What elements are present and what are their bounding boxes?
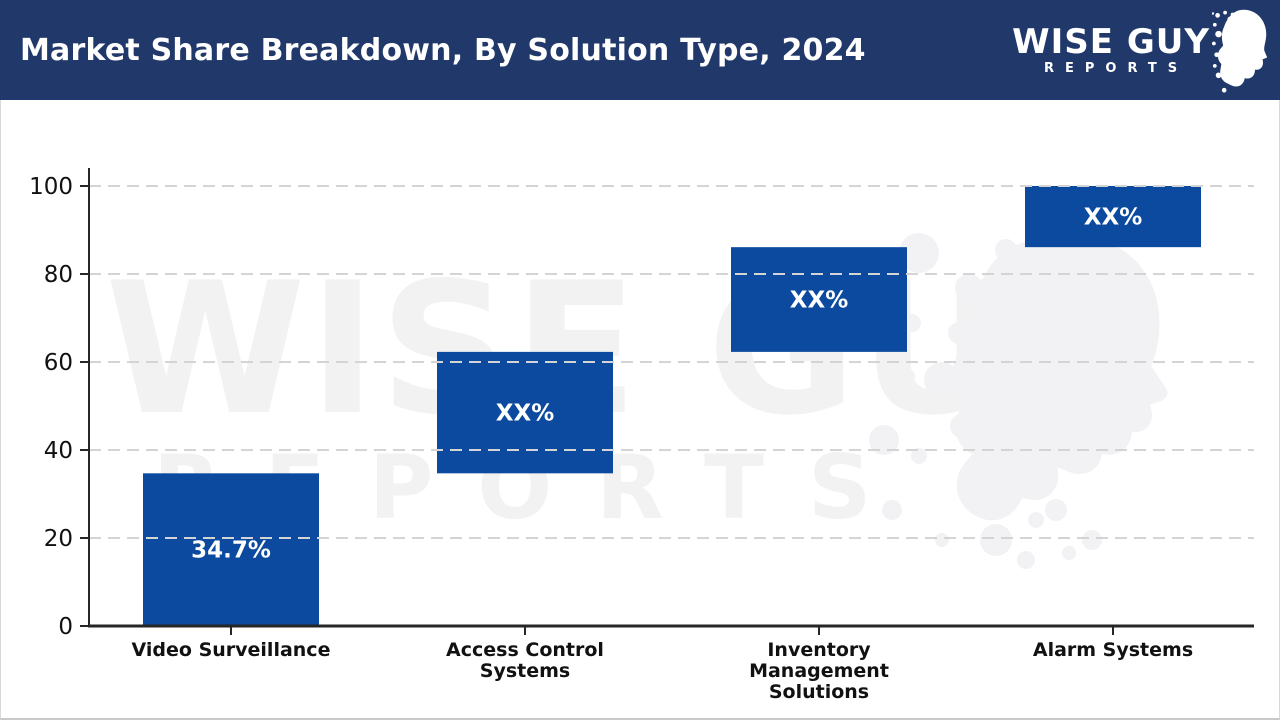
category-label: Solutions <box>769 681 869 703</box>
bar-value-label: 34.7% <box>191 538 271 564</box>
category-label: Inventory <box>767 639 871 661</box>
category-label: Video Surveillance <box>132 639 331 661</box>
y-tick-label: 100 <box>29 174 73 200</box>
logo-face-icon <box>1212 9 1268 93</box>
bar-segment <box>437 351 613 474</box>
category-label: Access Control <box>446 639 604 661</box>
y-tick-label: 80 <box>44 262 73 288</box>
chart-canvas: WISE GUY REPORTS 34.7% XX% XX% XX% 0 20 40 60 80… <box>1 100 1279 718</box>
category-label: Management <box>749 660 889 682</box>
bar-segment <box>1025 186 1201 248</box>
bar-segment <box>731 247 907 352</box>
y-tick-label: 20 <box>44 526 73 552</box>
logo-text: WISE GUY REPORTS <box>1012 25 1210 75</box>
logo-wordmark: WISE GUY <box>1012 22 1210 62</box>
bar-value-label: XX% <box>496 401 555 427</box>
y-tick-label: 60 <box>44 350 73 376</box>
y-tick-label: 40 <box>44 438 73 464</box>
market-share-chart: 34.7% XX% XX% XX% 0 20 40 60 80 100 Video Surveill… <box>29 168 1254 703</box>
wiseguy-logo: WISE GUY REPORTS <box>1012 6 1270 94</box>
bar-value-label: XX% <box>1084 205 1143 231</box>
category-label: Systems <box>480 660 570 682</box>
chart-title: Market Share Breakdown, By Solution Type… <box>20 32 866 68</box>
category-label: Alarm Systems <box>1033 639 1193 661</box>
y-tick-label: 0 <box>58 614 73 640</box>
bar-value-label: XX% <box>790 288 849 314</box>
header-bar: Market Share Breakdown, By Solution Type… <box>0 0 1280 100</box>
bar-segment <box>143 473 319 626</box>
logo-subtext: REPORTS <box>1044 61 1189 76</box>
